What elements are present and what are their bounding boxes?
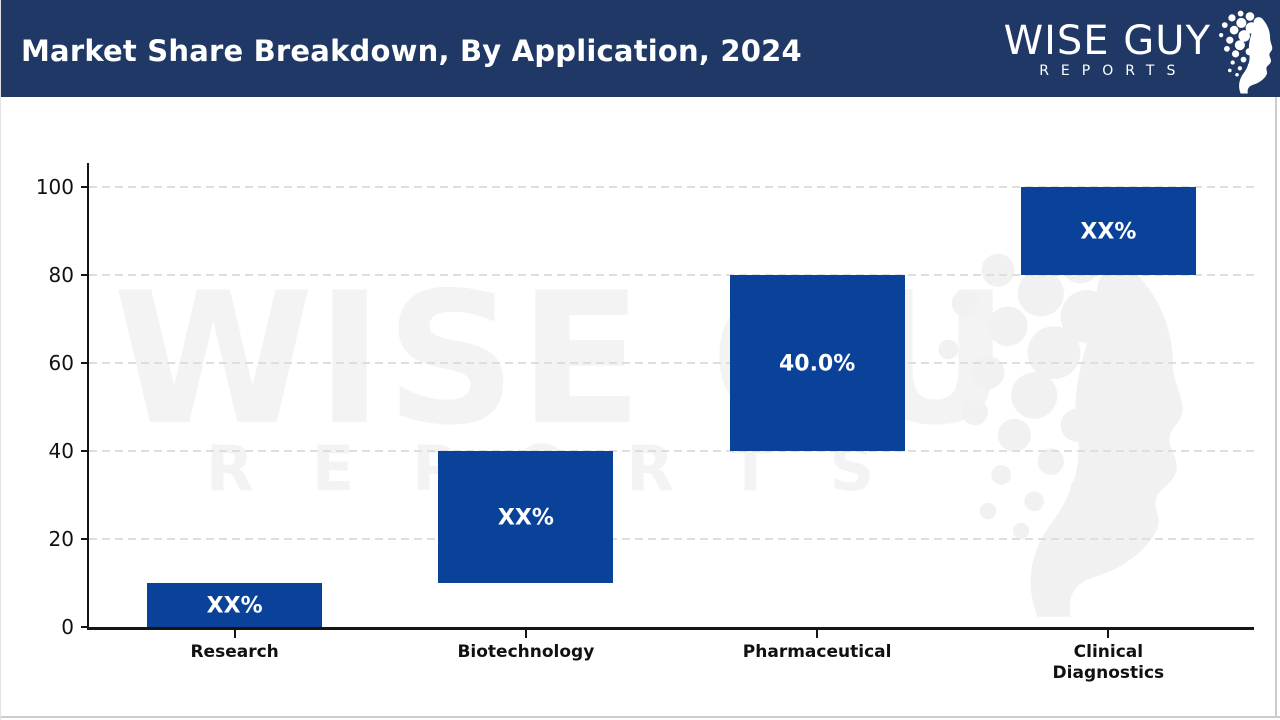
wiseguy-face-icon [1219, 10, 1273, 94]
header-bar: Market Share Breakdown, By Application, … [1, 0, 1280, 97]
y-tick-80 [81, 274, 89, 276]
bar-research [147, 583, 322, 627]
y-tick-20 [81, 538, 89, 540]
bar-biotechnology [438, 451, 613, 583]
wiseguy-logo-line1: WISE GUY [1003, 18, 1211, 64]
gridline-20 [89, 538, 1254, 540]
x-axis-label: Clinical Diagnostics [1052, 642, 1165, 683]
bar-value-label: XX% [497, 505, 554, 531]
bar-value-label: XX% [206, 593, 263, 619]
wiseguy-logo-line2: REPORTS [1039, 63, 1188, 79]
wiseguy-logo: WISE GUY REPORTS [1004, 4, 1273, 94]
y-tick-label: 20 [48, 527, 74, 551]
page-title: Market Share Breakdown, By Application, … [21, 34, 802, 68]
x-axis [87, 627, 1254, 630]
y-tick-0 [81, 626, 89, 628]
wiseguy-logo-text: WISE GUY REPORTS [1004, 20, 1211, 80]
y-tick-label: 80 [48, 263, 74, 287]
bar-pharmaceutical [730, 275, 905, 451]
y-tick-label: 100 [35, 175, 74, 199]
x-tick [524, 630, 527, 638]
bar-clinical-diagnostics [1021, 187, 1196, 275]
x-tick [1107, 630, 1110, 638]
frame-line-right [1275, 97, 1277, 718]
frame-line-bottom [1, 716, 1280, 718]
bar-value-label: XX% [1080, 219, 1137, 245]
y-axis [87, 163, 89, 629]
y-tick-label: 0 [61, 615, 74, 639]
x-axis-label: Biotechnology [457, 642, 595, 662]
x-tick [233, 630, 236, 638]
x-axis-label: Pharmaceutical [742, 642, 892, 662]
gridline-80 [89, 274, 1254, 276]
bar-value-label: 40.0% [778, 351, 856, 377]
gridline-100 [89, 186, 1254, 188]
y-tick-40 [81, 450, 89, 452]
x-tick [816, 630, 819, 638]
y-tick-100 [81, 186, 89, 188]
bar-chart: 0 20 40 60 80 100 XX% Research XX% Biotechnology 4… [1, 97, 1280, 720]
y-tick-label: 40 [48, 439, 74, 463]
y-tick-60 [81, 362, 89, 364]
gridline-40 [89, 450, 1254, 452]
gridline-60 [89, 362, 1254, 364]
y-tick-label: 60 [48, 351, 74, 375]
x-axis-label: Research [190, 642, 279, 662]
